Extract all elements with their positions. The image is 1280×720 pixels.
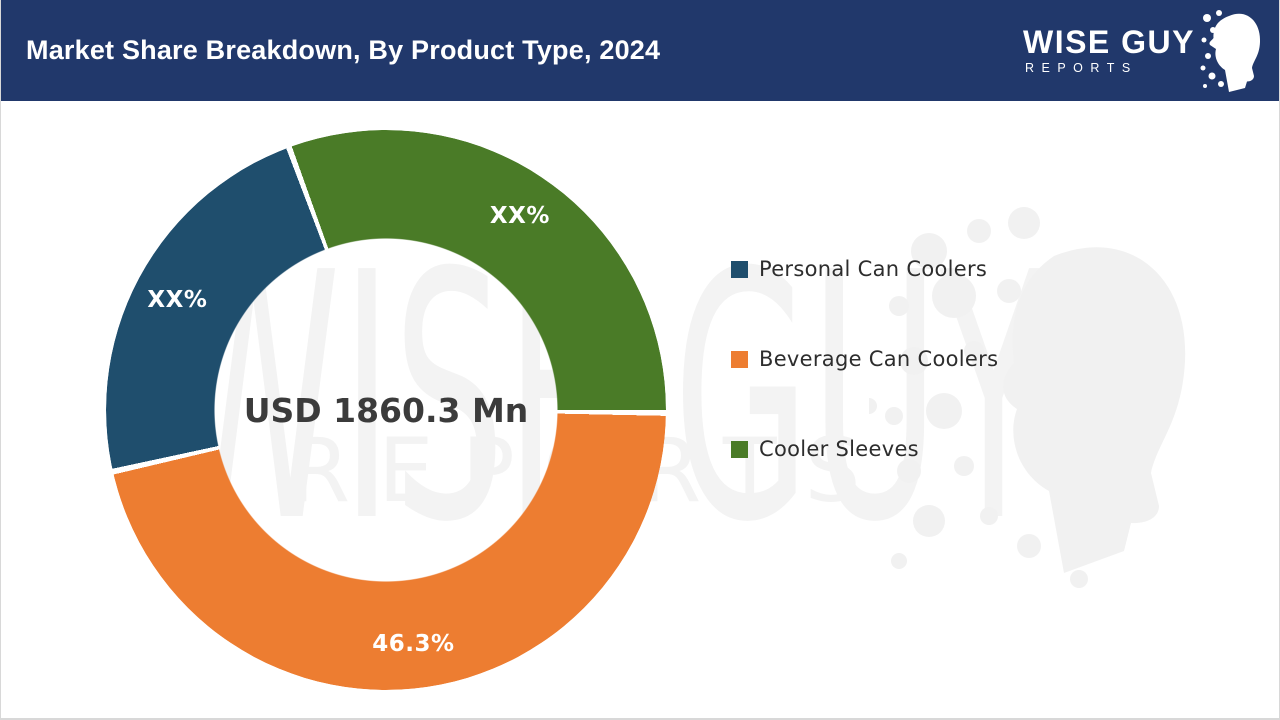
legend-label: Personal Can Coolers	[759, 257, 988, 281]
chart-canvas: WISE GUY REPORTS USD 1860.3 Mn 46.3%XX%X…	[1, 101, 1279, 718]
chart-center-value: USD 1860.3 Mn	[243, 390, 529, 430]
logo-wordmark-line1: WISE GUY	[1022, 24, 1195, 60]
logo-wordmark-line2: REPORTS	[1024, 61, 1138, 75]
donut-chart: USD 1860.3 Mn 46.3% XX% XX%	[106, 130, 666, 690]
legend-item-cooler-sleeves: Cooler Sleeves	[731, 436, 998, 462]
logo-wordmark: WISE GUY REPORTS	[1023, 26, 1195, 75]
slice-label: XX%	[147, 286, 208, 313]
legend-swatch-orange	[731, 350, 748, 368]
page-title: Market Share Breakdown, By Product Type,…	[26, 35, 661, 65]
legend-item-personal-can-coolers: Personal Can Coolers	[731, 256, 998, 282]
brand-logo: WISE GUY REPORTS	[1023, 0, 1263, 101]
legend-item-beverage-can-coolers: Beverage Can Coolers	[731, 346, 998, 372]
legend-swatch-green	[731, 440, 748, 458]
header-bar: Market Share Breakdown, By Product Type,…	[1, 0, 1279, 101]
chart-legend: Personal Can Coolers Beverage Can Cooler…	[731, 256, 998, 526]
slice-label: XX%	[489, 202, 550, 229]
slice-label: 46.3%	[372, 631, 455, 658]
legend-swatch-blue	[731, 260, 748, 278]
legend-label: Beverage Can Coolers	[759, 347, 999, 371]
donut-ring	[106, 130, 666, 690]
legend-label: Cooler Sleeves	[759, 437, 919, 461]
logo-face-icon	[1200, 9, 1261, 92]
